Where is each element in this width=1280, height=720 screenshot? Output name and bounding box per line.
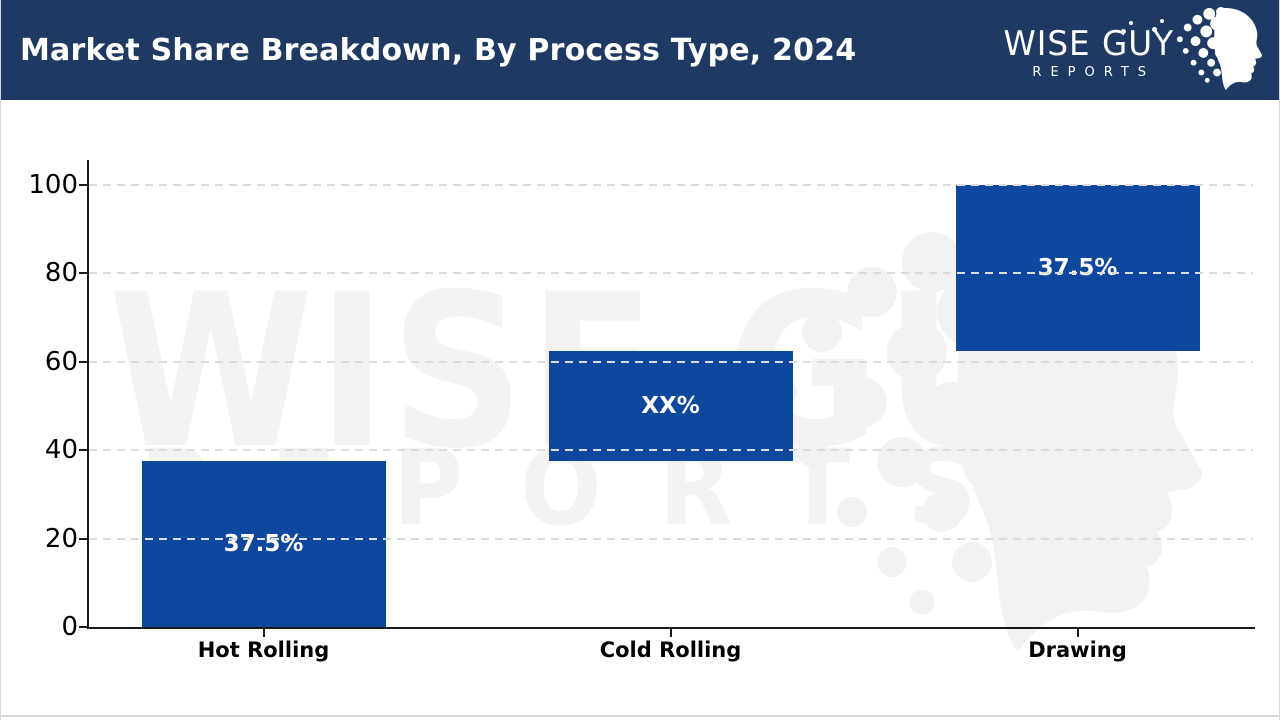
bar-value-label: 37.5% bbox=[223, 531, 304, 558]
gridline-80 bbox=[89, 272, 1253, 275]
logo-wordmark-block: WISE GUY REPORTS bbox=[1000, 18, 1178, 80]
bar-value-label: XX% bbox=[641, 393, 700, 419]
y-tick-label: 0 bbox=[61, 612, 78, 642]
x-axis-spine bbox=[87, 627, 1255, 629]
x-tick-mark bbox=[669, 629, 672, 637]
bar-hot-rolling: 37.5% bbox=[141, 461, 386, 627]
y-tick-mark bbox=[79, 360, 87, 363]
gridline-40 bbox=[89, 449, 1253, 452]
y-tick-mark bbox=[79, 626, 87, 628]
y-tick-mark bbox=[79, 537, 87, 540]
y-tick-label: 60 bbox=[44, 346, 78, 377]
bar-drawing: 37.5% bbox=[955, 185, 1200, 351]
x-tick-mark bbox=[262, 629, 265, 637]
x-tick-mark bbox=[1076, 629, 1079, 637]
y-axis-spine bbox=[87, 160, 89, 629]
page-title: Market Share Breakdown, By Process Type,… bbox=[20, 32, 857, 68]
wise-guy-head-icon bbox=[1176, 6, 1262, 91]
y-tick-label: 80 bbox=[44, 258, 78, 289]
logo-reports-text: REPORTS bbox=[1032, 64, 1156, 80]
wise-guy-logo: WISE GUY REPORTS bbox=[1000, 6, 1264, 94]
logo-wordmark: WISE GUY bbox=[1004, 23, 1175, 64]
x-axis-label: Hot Rolling bbox=[197, 638, 330, 662]
y-tick-mark bbox=[79, 272, 87, 275]
y-tick-mark bbox=[79, 184, 87, 186]
logo-accent-dot bbox=[1129, 20, 1134, 25]
x-axis-label: Cold Rolling bbox=[599, 638, 742, 662]
gridline-100 bbox=[89, 184, 1253, 186]
x-axis-label: Drawing bbox=[1028, 638, 1127, 662]
y-tick-label: 20 bbox=[44, 523, 78, 554]
logo-accent-dot bbox=[1152, 26, 1158, 32]
bar-cold-rolling: XX% bbox=[548, 350, 793, 462]
header-bar: Market Share Breakdown, By Process Type,… bbox=[0, 0, 1280, 100]
gridline-60 bbox=[89, 360, 1253, 363]
bar-value-label: 37.5% bbox=[1037, 254, 1118, 281]
y-tick-mark bbox=[79, 449, 87, 452]
y-tick-label: 100 bbox=[28, 170, 78, 200]
y-tick-label: 40 bbox=[44, 435, 78, 466]
gridline-20 bbox=[89, 537, 1253, 540]
bottom-divider bbox=[0, 715, 1280, 717]
logo-accent-dot bbox=[1121, 28, 1127, 34]
logo-accent-dot bbox=[1160, 18, 1165, 23]
